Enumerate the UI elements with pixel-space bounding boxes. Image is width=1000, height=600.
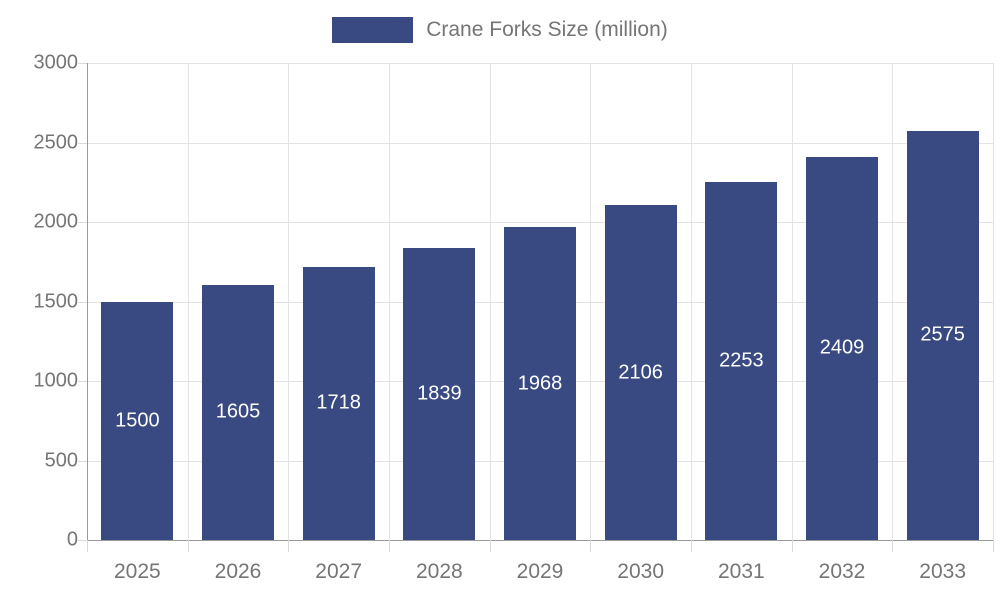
gridline-vertical <box>288 63 290 540</box>
bar-2028[interactable]: 1839 <box>403 247 476 540</box>
y-tick-label: 0 <box>66 528 78 551</box>
y-tick-mark <box>78 460 87 462</box>
y-tick-mark <box>78 540 87 541</box>
x-tick-mark <box>892 540 894 552</box>
y-tick-label: 2000 <box>33 210 79 233</box>
bar-value-label: 1968 <box>517 372 563 395</box>
bar-value-label: 2409 <box>819 336 865 359</box>
bar-value-label: 1718 <box>316 391 361 414</box>
x-tick-mark <box>87 540 88 552</box>
bar-2032[interactable]: 2409 <box>806 156 878 540</box>
bar-value-label: 2106 <box>618 361 663 384</box>
gridline-vertical <box>389 63 390 540</box>
bar-2029[interactable]: 1968 <box>504 227 576 540</box>
y-tick-mark <box>78 301 87 303</box>
gridline-vertical <box>691 63 692 540</box>
x-tick-mark <box>590 540 592 552</box>
x-tick-label: 2033 <box>919 560 967 583</box>
x-tick-label: 2030 <box>617 560 665 583</box>
gridline-vertical <box>993 63 994 540</box>
bar-value-label: 2575 <box>920 323 965 346</box>
gridline-horizontal <box>87 63 993 64</box>
bar-value-label: 1839 <box>417 382 462 405</box>
x-tick-label: 2031 <box>717 560 765 583</box>
gridline-horizontal <box>87 222 993 223</box>
y-tick-label: 1500 <box>33 290 79 312</box>
x-tick-label: 2026 <box>214 560 262 583</box>
gridline-vertical <box>489 63 491 540</box>
gridline-vertical <box>892 63 894 540</box>
bar-2026[interactable]: 1605 <box>202 284 274 540</box>
y-tick-mark <box>78 142 87 144</box>
x-tick-label: 2032 <box>818 560 866 583</box>
bar-2027[interactable]: 1718 <box>302 266 375 540</box>
x-axis-line <box>87 540 993 541</box>
x-tick-mark <box>187 540 189 552</box>
x-tick-mark <box>993 540 994 552</box>
x-tick-mark <box>288 540 290 552</box>
x-tick-mark <box>389 540 390 552</box>
legend[interactable]: Crane Forks Size (million) <box>0 17 1000 43</box>
bar-2025[interactable]: 1500 <box>101 301 174 540</box>
legend-label: Crane Forks Size (million) <box>426 18 668 41</box>
bar-value-label: 1605 <box>215 400 261 423</box>
bar-2033[interactable]: 2575 <box>906 130 979 540</box>
x-tick-label: 2028 <box>415 560 463 583</box>
gridline-vertical <box>590 63 592 540</box>
gridline-vertical <box>791 63 793 540</box>
x-tick-mark <box>691 540 692 552</box>
bar-2030[interactable]: 2106 <box>604 205 677 540</box>
y-tick-label: 1000 <box>33 369 79 392</box>
x-tick-label: 2025 <box>113 560 161 583</box>
x-tick-label: 2029 <box>516 560 564 583</box>
gridline-vertical <box>187 63 189 540</box>
x-tick-mark <box>489 540 491 552</box>
y-tick-label: 3000 <box>33 51 79 74</box>
y-tick-mark <box>78 381 87 382</box>
y-tick-mark <box>78 222 87 223</box>
y-tick-mark <box>78 63 87 64</box>
x-tick-mark <box>791 540 793 552</box>
bar-value-label: 2253 <box>719 349 764 372</box>
bar-value-label: 1500 <box>115 409 160 432</box>
x-tick-label: 2027 <box>315 560 363 583</box>
bar-2031[interactable]: 2253 <box>705 181 778 540</box>
y-axis-line <box>87 63 88 540</box>
y-tick-label: 500 <box>44 449 78 471</box>
gridline-horizontal <box>87 142 993 144</box>
y-tick-label: 2500 <box>33 131 79 153</box>
legend-swatch <box>332 17 414 43</box>
